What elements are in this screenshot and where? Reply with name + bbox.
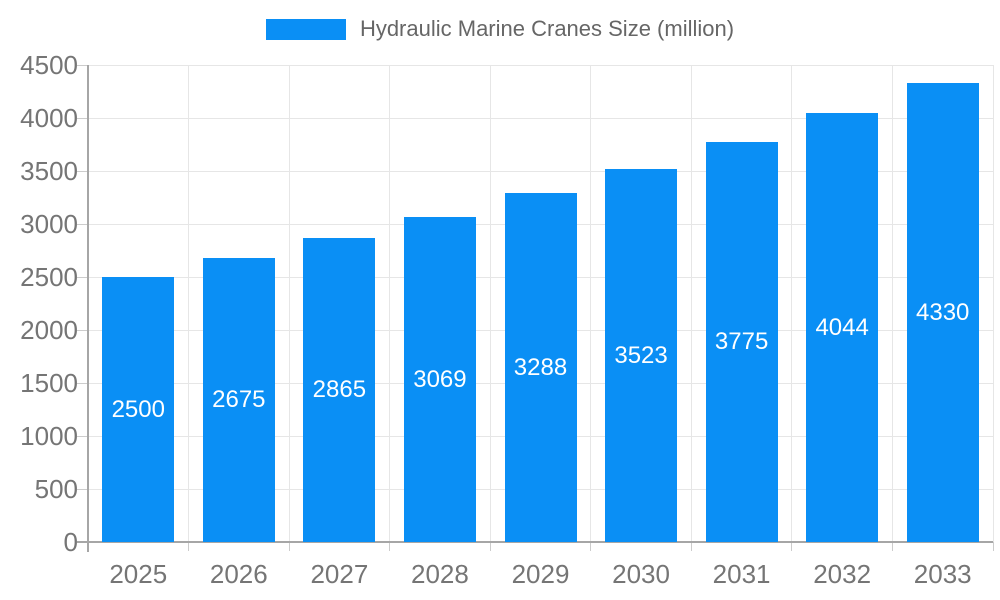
x-tick-label: 2029 <box>511 559 570 589</box>
bar-value-label: 3523 <box>614 341 668 369</box>
y-axis-tick <box>77 488 88 490</box>
x-axis-tick <box>188 542 190 551</box>
y-tick-label: 1000 <box>20 421 78 451</box>
y-axis-line <box>87 65 89 552</box>
legend-swatch[interactable] <box>265 18 346 40</box>
y-axis-tick <box>77 170 88 172</box>
x-tick-label: 2031 <box>712 559 771 589</box>
x-axis-tick <box>489 542 491 551</box>
x-tick-label: 2032 <box>813 559 872 589</box>
bar-value-label: 3288 <box>513 353 568 381</box>
y-tick-label: 3000 <box>20 209 78 239</box>
bar-value-label: 3775 <box>714 328 769 355</box>
bar: 4044 <box>806 113 879 542</box>
y-tick-label: 1500 <box>20 368 78 398</box>
bar: 2500 <box>102 277 175 542</box>
x-axis-tick <box>389 542 391 551</box>
bar: 3288 <box>504 193 577 542</box>
y-axis-tick <box>77 382 88 384</box>
x-gridline <box>489 65 491 542</box>
x-axis-tick <box>288 542 290 551</box>
bar: 3775 <box>705 142 778 542</box>
chart-legend: Hydraulic Marine Cranes Size (million) <box>0 16 1000 42</box>
y-tick-label: 500 <box>34 474 78 504</box>
y-tick-label: 4500 <box>20 50 78 80</box>
x-tick-label: 2025 <box>109 559 168 589</box>
y-gridline <box>88 117 993 119</box>
y-axis-tick <box>77 117 88 119</box>
y-tick-label: 0 <box>63 527 78 557</box>
bar: 2865 <box>303 238 376 542</box>
x-axis-tick <box>690 542 692 551</box>
y-tick-label: 3500 <box>20 156 78 186</box>
x-axis-tick <box>590 542 592 551</box>
y-axis-tick <box>77 276 88 278</box>
legend-label[interactable]: Hydraulic Marine Cranes Size (million) <box>359 16 735 41</box>
bar-value-label: 3069 <box>413 365 467 393</box>
x-axis-tick <box>992 542 994 551</box>
x-gridline <box>791 65 793 542</box>
y-axis-tick <box>77 329 88 331</box>
y-axis-tick <box>77 64 88 66</box>
y-tick-label: 2000 <box>20 315 78 345</box>
bar: 3523 <box>605 169 678 542</box>
x-gridline <box>891 65 893 542</box>
bar-value-label: 2675 <box>212 386 266 413</box>
bar-value-label: 4330 <box>916 298 970 326</box>
x-gridline <box>288 65 290 542</box>
x-axis-tick <box>891 542 893 551</box>
bar-value-label: 2500 <box>111 395 165 423</box>
y-tick-label: 2500 <box>20 262 78 292</box>
x-gridline <box>590 65 592 542</box>
x-gridline <box>992 65 994 542</box>
x-gridline <box>188 65 190 542</box>
x-gridline <box>389 65 391 542</box>
x-tick-label: 2033 <box>913 559 972 589</box>
x-gridline <box>690 65 692 542</box>
y-axis-tick <box>77 223 88 225</box>
bar: 3069 <box>403 217 476 542</box>
x-tick-label: 2026 <box>209 559 268 589</box>
y-gridline <box>88 64 993 66</box>
y-axis-tick <box>77 435 88 437</box>
y-gridline <box>88 170 993 172</box>
x-tick-label: 2027 <box>310 559 369 589</box>
x-axis-line <box>77 541 993 543</box>
y-tick-label: 4000 <box>20 103 78 133</box>
bar: 4330 <box>906 83 979 542</box>
bar: 2675 <box>202 258 275 542</box>
x-axis-tick <box>791 542 793 551</box>
x-tick-label: 2030 <box>612 559 670 589</box>
bar-value-label: 2865 <box>312 376 367 403</box>
x-tick-label: 2028 <box>411 559 469 589</box>
bar-value-label: 4044 <box>815 313 869 341</box>
